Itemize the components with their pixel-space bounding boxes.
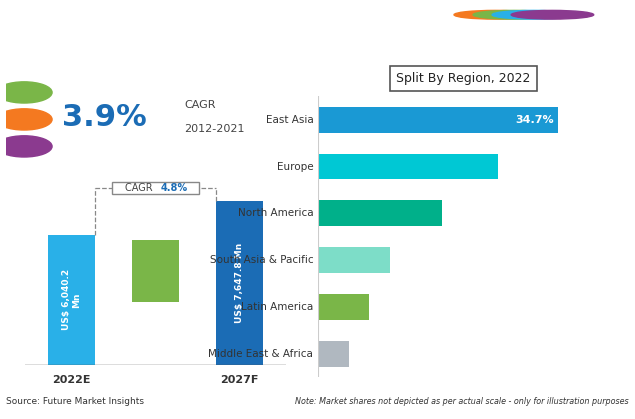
Bar <box>133 240 178 303</box>
Bar <box>318 341 349 367</box>
Text: Source: Future Market Insights: Source: Future Market Insights <box>6 397 144 406</box>
Circle shape <box>454 10 537 19</box>
Bar <box>217 201 263 365</box>
Circle shape <box>0 109 52 130</box>
Circle shape <box>473 10 556 19</box>
Text: 2022-2027: 2022-2027 <box>13 45 100 60</box>
Text: Europe: Europe <box>277 162 313 171</box>
Text: 34.7%: 34.7% <box>516 115 554 125</box>
Text: fmi: fmi <box>510 31 551 52</box>
Circle shape <box>0 82 52 103</box>
Text: Note: Market shares not depicted as per actual scale - only for illustration pur: Note: Market shares not depicted as per … <box>295 397 629 406</box>
Bar <box>318 107 558 133</box>
Circle shape <box>0 136 52 157</box>
FancyBboxPatch shape <box>112 181 199 194</box>
Text: US$ 6,040.2
Mn: US$ 6,040.2 Mn <box>62 269 81 331</box>
Bar <box>318 200 442 226</box>
Text: 3.9%: 3.9% <box>62 103 147 132</box>
Text: 2012-2021: 2012-2021 <box>184 124 244 134</box>
Text: 2022E: 2022E <box>52 375 91 385</box>
Text: Future Market Insights: Future Market Insights <box>495 58 566 63</box>
Text: 2027F: 2027F <box>220 375 258 385</box>
Bar <box>318 294 370 320</box>
Bar <box>48 235 95 365</box>
Circle shape <box>511 10 594 19</box>
Text: Split By Region, 2022: Split By Region, 2022 <box>396 72 531 85</box>
Text: East Asia: East Asia <box>265 115 313 125</box>
Text: CAGR: CAGR <box>125 183 156 193</box>
Bar <box>318 247 391 273</box>
Bar <box>318 154 498 179</box>
Text: US$ 7,647.8 Mn: US$ 7,647.8 Mn <box>235 243 244 323</box>
Text: Latin America: Latin America <box>241 302 313 312</box>
Text: North America: North America <box>237 208 313 218</box>
Text: Global Automotive Door Latch Market Analysis: Global Automotive Door Latch Market Anal… <box>13 16 398 31</box>
Circle shape <box>492 10 575 19</box>
Text: CAGR: CAGR <box>184 100 216 110</box>
Text: South Asia & Pacific: South Asia & Pacific <box>210 255 313 265</box>
Text: Middle East & Africa: Middle East & Africa <box>208 349 313 359</box>
Text: 4.8%: 4.8% <box>161 183 187 193</box>
